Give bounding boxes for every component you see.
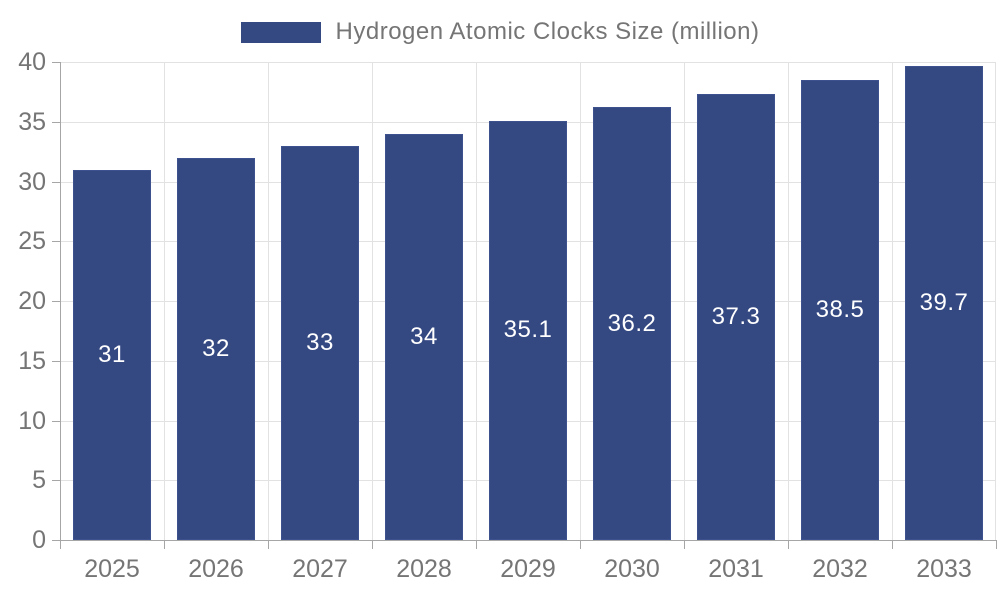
bar-value-label: 39.7	[919, 288, 969, 316]
y-tick-label: 30	[18, 167, 46, 196]
y-tick-label: 5	[32, 466, 46, 495]
y-tick-mark	[52, 181, 60, 183]
bar[interactable]: 35.1	[489, 120, 567, 540]
x-tick-label: 2027	[292, 555, 348, 583]
y-tick-mark	[52, 480, 60, 482]
v-gridline	[995, 62, 996, 540]
x-tick-mark	[60, 541, 61, 549]
bar-value-label: 37.3	[711, 303, 761, 331]
bar[interactable]: 33	[281, 145, 359, 540]
plot-area: 31 32 33 34 35.1 36.2 37.3 38.5 39.7	[60, 62, 996, 540]
x-tick-mark	[892, 541, 893, 549]
x-tick-label: 2030	[604, 555, 660, 583]
y-tick-mark	[52, 360, 60, 362]
x-tick-mark	[476, 541, 477, 549]
legend[interactable]: Hydrogen Atomic Clocks Size (million)	[0, 18, 1000, 46]
v-gridline	[164, 62, 165, 540]
y-tick-label: 25	[18, 227, 46, 256]
bar[interactable]: 37.3	[697, 94, 775, 540]
y-tick-mark	[52, 420, 60, 422]
v-gridline	[788, 62, 789, 540]
y-tick-label: 15	[18, 346, 46, 375]
x-tick-mark	[268, 541, 269, 549]
x-axis-line	[60, 540, 997, 541]
v-gridline	[372, 62, 373, 540]
x-tick-mark	[996, 541, 997, 549]
bar-value-label: 33	[306, 328, 334, 356]
bar-value-label: 36.2	[607, 309, 657, 337]
y-tick-mark	[52, 540, 60, 541]
bar[interactable]: 38.5	[801, 79, 879, 540]
bar[interactable]: 32	[177, 157, 255, 540]
x-tick-label: 2026	[188, 555, 244, 583]
y-tick-label: 10	[18, 406, 46, 435]
x-tick-mark	[372, 541, 373, 549]
x-tick-mark	[684, 541, 685, 549]
legend-swatch	[240, 21, 321, 43]
y-tick-mark	[52, 121, 60, 123]
bar-value-label: 35.1	[503, 316, 553, 344]
v-gridline	[580, 62, 581, 540]
y-tick-mark	[52, 62, 60, 63]
x-tick-label: 2029	[500, 555, 556, 583]
y-tick-label: 20	[18, 287, 46, 315]
legend-label: Hydrogen Atomic Clocks Size (million)	[335, 18, 760, 45]
x-tick-mark	[788, 541, 789, 549]
x-tick-mark	[580, 541, 581, 549]
bar[interactable]: 34	[385, 133, 463, 540]
x-tick-label: 2033	[916, 555, 972, 583]
v-gridline	[684, 62, 685, 540]
bar[interactable]: 31	[73, 169, 151, 540]
y-tick-mark	[52, 301, 60, 302]
y-tick-label: 0	[32, 526, 46, 554]
bar-value-label: 31	[98, 340, 126, 368]
v-gridline	[268, 62, 269, 540]
v-gridline	[476, 62, 477, 540]
x-tick-label: 2032	[812, 555, 868, 583]
x-tick-label: 2025	[84, 555, 140, 583]
bar[interactable]: 39.7	[905, 65, 983, 540]
y-tick-label: 35	[18, 107, 46, 136]
x-tick-label: 2031	[708, 555, 764, 583]
y-axis-line	[60, 62, 61, 540]
bar-value-label: 38.5	[815, 295, 865, 323]
v-gridline	[892, 62, 893, 540]
y-tick-mark	[52, 241, 60, 243]
bar-value-label: 34	[410, 322, 438, 350]
h-gridline	[60, 62, 996, 63]
x-tick-label: 2028	[396, 555, 452, 583]
bar[interactable]: 36.2	[593, 107, 671, 540]
x-tick-mark	[164, 541, 165, 549]
y-tick-label: 40	[18, 48, 46, 76]
bar-value-label: 32	[202, 334, 230, 362]
